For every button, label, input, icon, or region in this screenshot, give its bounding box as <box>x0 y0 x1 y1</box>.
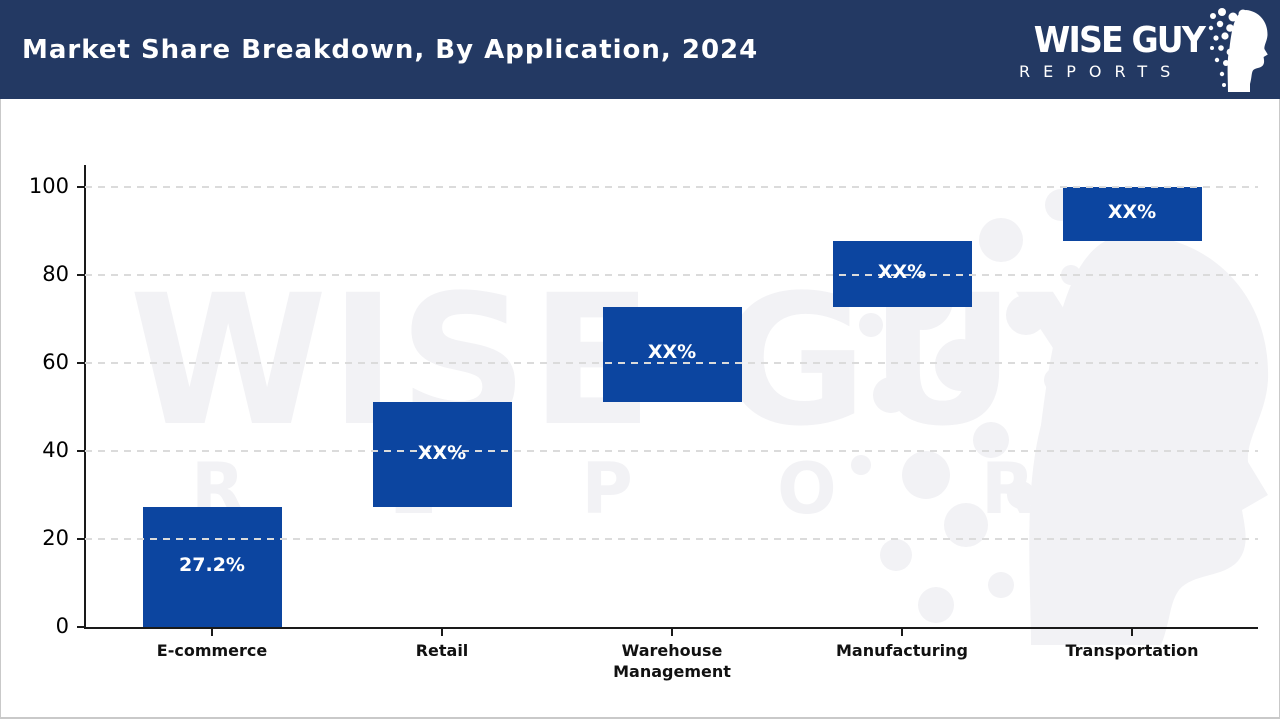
y-tick-0 <box>77 626 85 628</box>
x-tick-warehouse-management <box>671 629 673 636</box>
y-tick-label-100: 100 <box>28 174 69 198</box>
gridline-80 <box>85 274 1258 276</box>
bar-value-label-manufacturing: XX% <box>877 260 927 283</box>
gridline-40 <box>85 450 1258 452</box>
logo-sub: REPORTS <box>1018 62 1184 81</box>
bar-value-label-warehouse-management: XX% <box>647 341 697 364</box>
gridline-20 <box>85 538 1258 540</box>
x-tick-label-transportation: Transportation <box>1065 641 1199 660</box>
bar-value-label-retail: XX% <box>417 441 467 464</box>
page-title: Market Share Breakdown, By Application, … <box>22 34 759 65</box>
y-tick-40 <box>77 450 85 452</box>
brand-logo: WISE GUY REPORTS <box>1018 6 1272 94</box>
bar-warehouse-management <box>602 306 742 402</box>
x-tick-label-manufacturing: Manufacturing <box>836 641 968 660</box>
gridline-60 <box>85 362 1258 364</box>
x-tick-retail <box>441 629 443 636</box>
y-tick-80 <box>77 274 85 276</box>
y-tick-100 <box>77 186 85 188</box>
wiseguy-face-icon <box>1208 8 1268 92</box>
y-tick-label-0: 0 <box>55 614 69 638</box>
x-tick-label-warehouse-management: Warehouse Management <box>613 641 731 681</box>
y-tick-20 <box>77 538 85 540</box>
y-tick-label-40: 40 <box>42 438 69 462</box>
bar-manufacturing <box>832 240 972 307</box>
bar-transportation <box>1062 187 1202 241</box>
logo-wordmark: WISE GUY <box>1033 20 1206 61</box>
gridline-100 <box>85 186 1258 188</box>
y-axis-spine <box>84 165 86 629</box>
bar-value-label-e-commerce: 27.2% <box>179 554 245 577</box>
y-tick-60 <box>77 362 85 364</box>
y-tick-label-60: 60 <box>42 350 69 374</box>
x-tick-e-commerce <box>211 629 213 636</box>
bar-e-commerce <box>142 507 282 627</box>
header-bar: Market Share Breakdown, By Application, … <box>0 0 1280 99</box>
y-tick-label-80: 80 <box>42 262 69 286</box>
bar-retail <box>372 401 512 508</box>
x-axis-spine <box>84 627 1258 629</box>
x-tick-manufacturing <box>901 629 903 636</box>
x-tick-label-retail: Retail <box>415 641 469 660</box>
y-tick-label-20: 20 <box>42 526 69 550</box>
x-tick-transportation <box>1131 629 1133 636</box>
x-tick-label-e-commerce: E-commerce <box>156 641 268 660</box>
logo-text: WISE GUY REPORTS <box>1018 20 1206 81</box>
bar-value-label-transportation: XX% <box>1107 200 1157 223</box>
